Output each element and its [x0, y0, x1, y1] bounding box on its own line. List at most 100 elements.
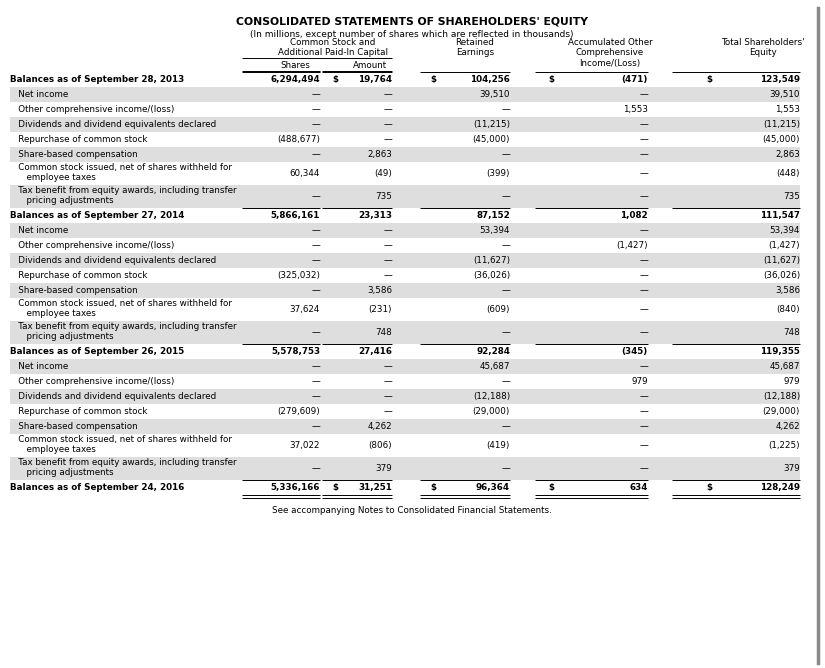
Text: 23,313: 23,313: [358, 211, 392, 220]
Text: (840): (840): [776, 305, 800, 314]
Text: —: —: [639, 169, 648, 178]
Text: (12,188): (12,188): [763, 392, 800, 401]
Text: Tax benefit from equity awards, including transfer
      pricing adjustments: Tax benefit from equity awards, includin…: [10, 322, 237, 341]
Bar: [10, 283, 800, 298]
Text: 39,510: 39,510: [770, 90, 800, 99]
Text: —: —: [384, 241, 392, 250]
Text: —: —: [639, 90, 648, 99]
Text: 104,256: 104,256: [470, 75, 510, 84]
Bar: [10, 147, 800, 162]
Bar: [10, 321, 800, 344]
Text: Other comprehensive income/(loss): Other comprehensive income/(loss): [10, 241, 174, 250]
Text: (231): (231): [369, 305, 392, 314]
Text: —: —: [311, 328, 320, 337]
Text: —: —: [384, 407, 392, 416]
Text: (36,026): (36,026): [763, 271, 800, 280]
Text: 39,510: 39,510: [479, 90, 510, 99]
Text: —: —: [311, 464, 320, 473]
Text: Amount: Amount: [353, 61, 387, 70]
Text: (11,215): (11,215): [473, 120, 510, 129]
Text: —: —: [311, 90, 320, 99]
Text: 979: 979: [784, 377, 800, 386]
Text: 60,344: 60,344: [290, 169, 320, 178]
Text: 5,866,161: 5,866,161: [271, 211, 320, 220]
Text: —: —: [384, 377, 392, 386]
Bar: [10, 185, 800, 208]
Text: 4,262: 4,262: [367, 422, 392, 431]
Text: —: —: [311, 362, 320, 371]
Text: Common stock issued, net of shares withheld for
      employee taxes: Common stock issued, net of shares withh…: [10, 163, 232, 182]
Text: (45,000): (45,000): [473, 135, 510, 144]
Text: Balances as of September 26, 2015: Balances as of September 26, 2015: [10, 347, 184, 356]
Text: —: —: [639, 305, 648, 314]
Text: —: —: [311, 192, 320, 201]
Text: 87,152: 87,152: [476, 211, 510, 220]
Text: —: —: [639, 392, 648, 401]
Text: Accumulated Other
Comprehensive
Income/(Loss): Accumulated Other Comprehensive Income/(…: [568, 38, 653, 67]
Text: 37,022: 37,022: [290, 441, 320, 450]
Text: 128,249: 128,249: [760, 483, 800, 492]
Text: (45,000): (45,000): [762, 135, 800, 144]
Text: —: —: [311, 377, 320, 386]
Text: Net income: Net income: [10, 90, 68, 99]
Text: 735: 735: [783, 192, 800, 201]
Text: Dividends and dividend equivalents declared: Dividends and dividend equivalents decla…: [10, 392, 216, 401]
Text: —: —: [639, 271, 648, 280]
Text: 31,251: 31,251: [358, 483, 392, 492]
Text: 979: 979: [631, 377, 648, 386]
Bar: [10, 419, 800, 434]
Text: 634: 634: [629, 483, 648, 492]
Text: $: $: [706, 75, 712, 84]
Text: 748: 748: [375, 328, 392, 337]
Text: —: —: [502, 192, 510, 201]
Text: (399): (399): [487, 169, 510, 178]
Text: —: —: [384, 135, 392, 144]
Text: (279,609): (279,609): [277, 407, 320, 416]
Text: 123,549: 123,549: [760, 75, 800, 84]
Text: Dividends and dividend equivalents declared: Dividends and dividend equivalents decla…: [10, 256, 216, 265]
Text: 92,284: 92,284: [476, 347, 510, 356]
Text: —: —: [384, 392, 392, 401]
Text: Common stock issued, net of shares withheld for
      employee taxes: Common stock issued, net of shares withh…: [10, 299, 232, 319]
Text: —: —: [502, 328, 510, 337]
Text: 748: 748: [783, 328, 800, 337]
Text: $: $: [332, 483, 338, 492]
Text: —: —: [311, 286, 320, 295]
Text: —: —: [384, 271, 392, 280]
Text: —: —: [311, 392, 320, 401]
Text: Repurchase of common stock: Repurchase of common stock: [10, 407, 148, 416]
Text: 5,336,166: 5,336,166: [271, 483, 320, 492]
Text: —: —: [639, 286, 648, 295]
Text: —: —: [639, 362, 648, 371]
Text: —: —: [639, 441, 648, 450]
Text: —: —: [502, 105, 510, 114]
Text: 379: 379: [375, 464, 392, 473]
Text: —: —: [311, 105, 320, 114]
Text: $: $: [548, 75, 554, 84]
Text: Share-based compensation: Share-based compensation: [10, 422, 138, 431]
Text: 96,364: 96,364: [476, 483, 510, 492]
Text: 4,262: 4,262: [776, 422, 800, 431]
Text: —: —: [311, 256, 320, 265]
Text: Balances as of September 24, 2016: Balances as of September 24, 2016: [10, 483, 184, 492]
Text: —: —: [639, 464, 648, 473]
Bar: [10, 117, 800, 132]
Text: Share-based compensation: Share-based compensation: [10, 286, 138, 295]
Bar: [10, 359, 800, 374]
Text: —: —: [384, 90, 392, 99]
Text: 37,624: 37,624: [290, 305, 320, 314]
Text: See accompanying Notes to Consolidated Financial Statements.: See accompanying Notes to Consolidated F…: [272, 506, 552, 515]
Text: 45,687: 45,687: [770, 362, 800, 371]
Text: —: —: [384, 120, 392, 129]
Bar: [10, 223, 800, 238]
Text: (1,427): (1,427): [616, 241, 648, 250]
Text: Net income: Net income: [10, 362, 68, 371]
Text: 3,586: 3,586: [367, 286, 392, 295]
Text: (345): (345): [622, 347, 648, 356]
Text: Other comprehensive income/(loss): Other comprehensive income/(loss): [10, 377, 174, 386]
Text: $: $: [430, 75, 436, 84]
Text: —: —: [311, 226, 320, 235]
Text: —: —: [639, 422, 648, 431]
Text: Total Shareholders'
Equity: Total Shareholders' Equity: [721, 38, 805, 57]
Text: —: —: [639, 407, 648, 416]
